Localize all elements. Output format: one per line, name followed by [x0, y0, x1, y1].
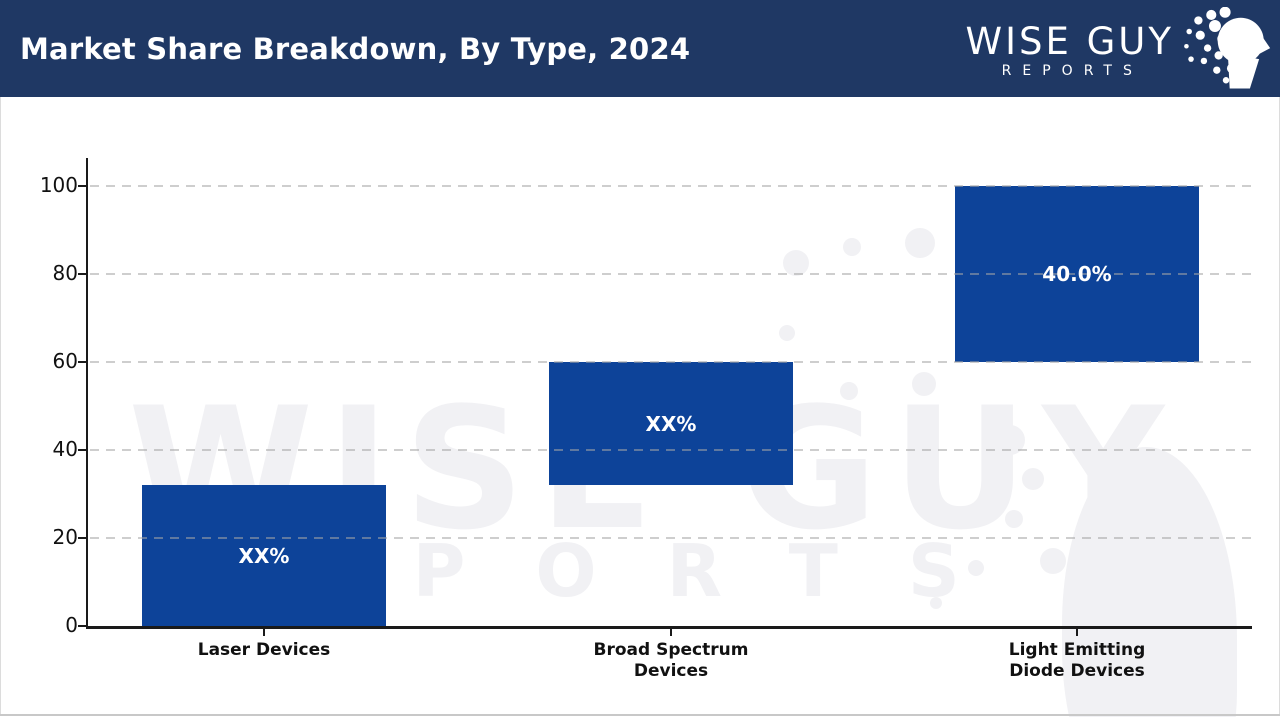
logo-line1: WISE GUY — [965, 19, 1174, 63]
header: Market Share Breakdown, By Type, 2024 WI… — [0, 0, 1280, 97]
bar-value-label: 40.0% — [1042, 262, 1112, 286]
x-category-label: Light Emitting Diode Devices — [1008, 640, 1146, 681]
y-tick-mark — [78, 273, 86, 275]
y-tick-mark — [78, 449, 86, 451]
y-tick-mark — [78, 537, 86, 539]
bar — [142, 485, 386, 626]
chart-title: Market Share Breakdown, By Type, 2024 — [20, 31, 691, 66]
wise-guy-reports-logo: WISE GUY REPORTS — [966, 0, 1272, 97]
y-gridline — [90, 185, 1252, 187]
y-gridline — [90, 449, 1252, 451]
x-axis — [86, 626, 1252, 629]
y-tick-mark — [78, 185, 86, 187]
x-tick-mark — [1076, 629, 1078, 636]
bar — [549, 362, 793, 486]
y-tick-mark — [78, 625, 86, 627]
x-category-label: Broad Spectrum Devices — [593, 640, 749, 681]
bottom-border — [0, 714, 1280, 716]
y-tick-label: 80 — [52, 261, 78, 285]
y-axis — [86, 158, 88, 628]
x-tick-mark — [263, 629, 265, 636]
logo-wordmark: WISE GUY REPORTS — [966, 23, 1174, 79]
x-category-label: Laser Devices — [197, 640, 331, 660]
x-tick-mark — [670, 629, 672, 636]
y-gridline — [90, 361, 1252, 363]
y-tick-label: 20 — [52, 525, 78, 549]
y-tick-label: 0 — [65, 613, 78, 637]
y-gridline — [90, 537, 1252, 539]
left-border — [0, 97, 1, 716]
y-tick-label: 60 — [52, 349, 78, 373]
y-tick-mark — [78, 361, 86, 363]
bar-value-label: XX% — [238, 543, 290, 568]
y-tick-label: 100 — [39, 173, 78, 197]
y-gridline — [90, 273, 1252, 275]
bar-value-label: XX% — [645, 411, 697, 436]
y-tick-label: 40 — [52, 437, 78, 461]
logo-line2: REPORTS — [1001, 62, 1143, 79]
logo-face-icon — [1184, 6, 1271, 89]
